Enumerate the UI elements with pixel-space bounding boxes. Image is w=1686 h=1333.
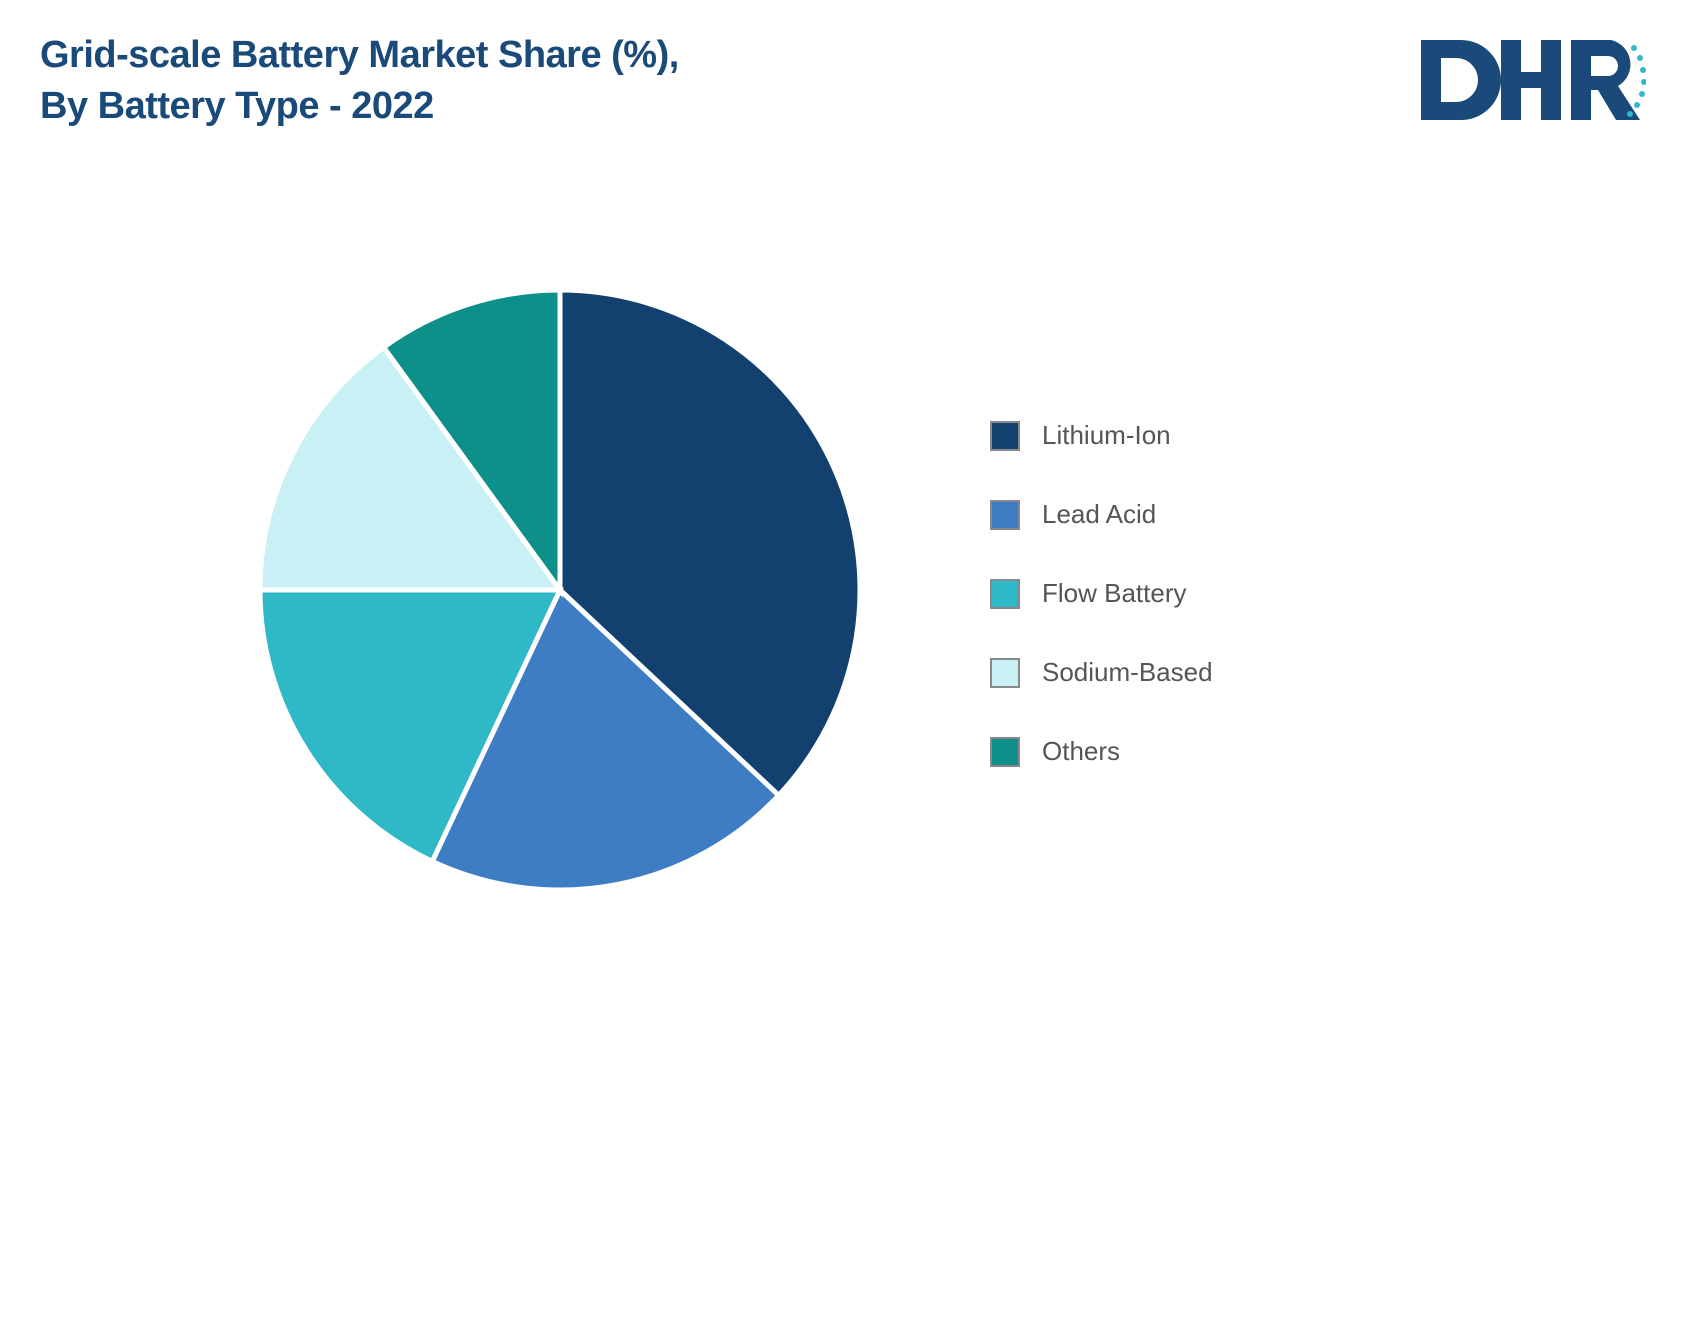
pie-chart (250, 280, 870, 900)
legend-label: Others (1042, 736, 1120, 767)
legend-label: Sodium-Based (1042, 657, 1213, 688)
legend-swatch-icon (990, 658, 1020, 688)
legend-label: Flow Battery (1042, 578, 1187, 609)
legend-label: Lead Acid (1042, 499, 1156, 530)
legend-item-4: Others (990, 736, 1213, 767)
legend-swatch-icon (990, 500, 1020, 530)
legend-item-1: Lead Acid (990, 499, 1213, 530)
legend: Lithium-Ion Lead Acid Flow Battery Sodium-B… (990, 420, 1213, 767)
dhr-logo-icon (1416, 30, 1646, 130)
header: Grid-scale Battery Market Share (%), By … (40, 30, 1646, 133)
chart-title: Grid-scale Battery Market Share (%), By … (40, 30, 679, 133)
legend-swatch-icon (990, 421, 1020, 451)
legend-swatch-icon (990, 579, 1020, 609)
title-line-1: Grid-scale Battery Market Share (%), (40, 30, 679, 81)
legend-swatch-icon (990, 737, 1020, 767)
legend-item-3: Sodium-Based (990, 657, 1213, 688)
legend-item-2: Flow Battery (990, 578, 1213, 609)
legend-label: Lithium-Ion (1042, 420, 1171, 451)
title-line-2: By Battery Type - 2022 (40, 81, 679, 132)
legend-item-0: Lithium-Ion (990, 420, 1213, 451)
